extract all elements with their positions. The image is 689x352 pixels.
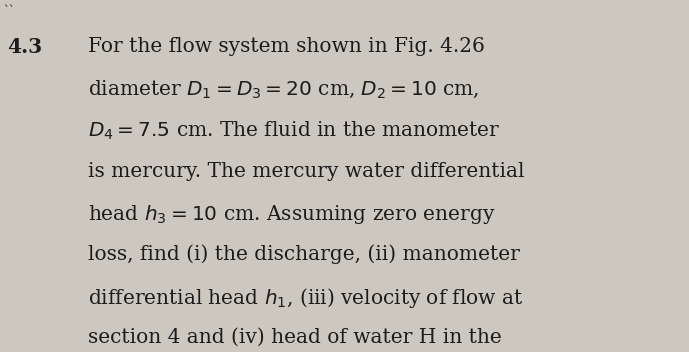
Text: diameter $D_1 = D_3 = 20$ cm, $D_2 = 10$ cm,: diameter $D_1 = D_3 = 20$ cm, $D_2 = 10$… [88, 78, 480, 100]
Text: loss, find (i) the discharge, (ii) manometer: loss, find (i) the discharge, (ii) manom… [88, 245, 520, 264]
Text: is mercury. The mercury water differential: is mercury. The mercury water differenti… [88, 162, 525, 181]
Text: section 4 and (iv) head of water H in the: section 4 and (iv) head of water H in th… [88, 328, 502, 347]
Text: differential head $h_1$, (iii) velocity of flow at: differential head $h_1$, (iii) velocity … [88, 286, 524, 310]
Text: For the flow system shown in Fig. 4.26: For the flow system shown in Fig. 4.26 [88, 37, 485, 56]
Text: $D_4 = 7.5$ cm. The fluid in the manometer: $D_4 = 7.5$ cm. The fluid in the manomet… [88, 120, 501, 142]
Text: head $h_3 = 10$ cm. Assuming zero energy: head $h_3 = 10$ cm. Assuming zero energy [88, 203, 495, 226]
Text: ``: `` [3, 5, 15, 18]
Text: 4.3: 4.3 [7, 37, 42, 57]
